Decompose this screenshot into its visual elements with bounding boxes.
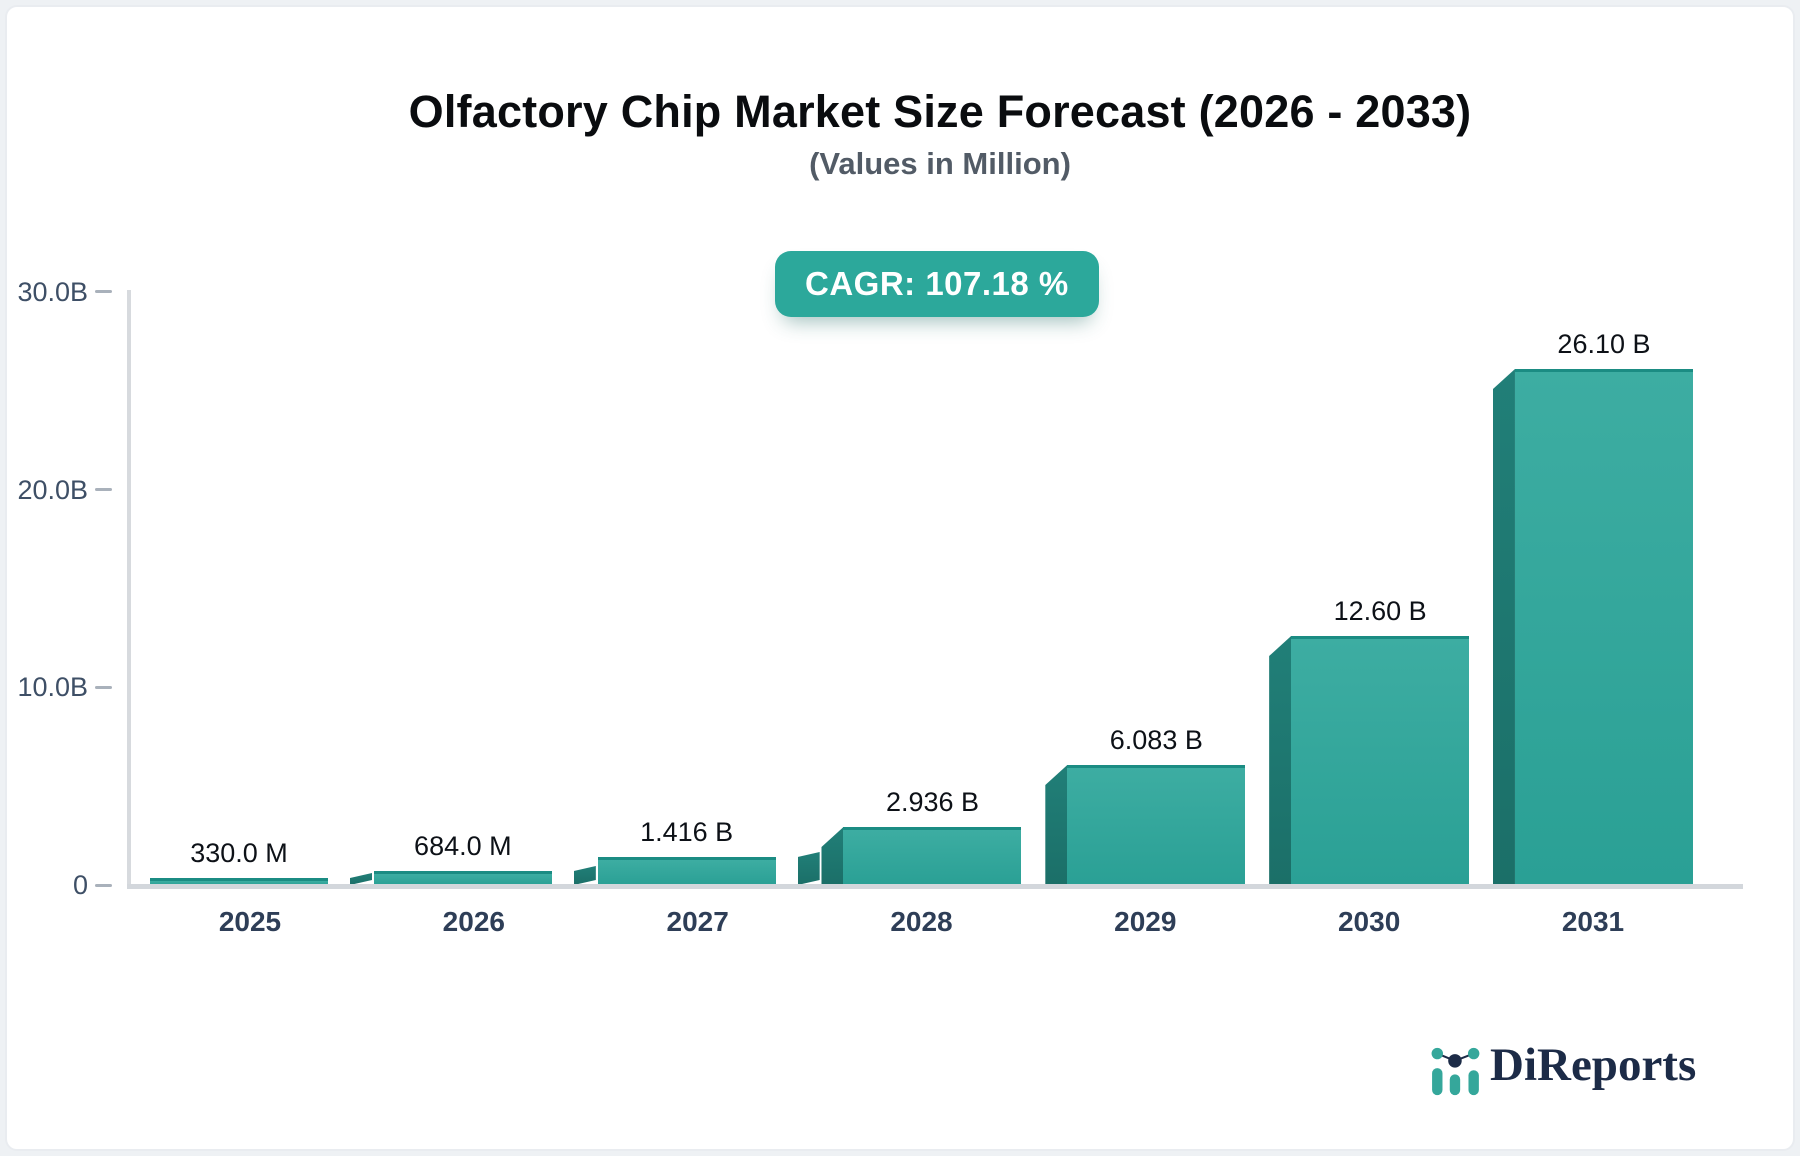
bar-value-label-2025: 330.0 M — [190, 838, 288, 868]
bar-value-label-2027: 1.416 B — [640, 817, 734, 847]
x-tick-label-2026: 2026 — [442, 906, 505, 937]
chart-title: Olfactory Chip Market Size Forecast (202… — [408, 86, 1472, 137]
y-tick-mark-20.0B — [95, 488, 112, 492]
y-tick-label-20.0B: 20.0B — [17, 474, 88, 505]
x-tick-label-2031: 2031 — [1561, 906, 1625, 937]
y-tick-mark-30.0B — [95, 290, 112, 294]
bar-side-2028 — [821, 827, 844, 885]
bar-value-label-2031: 26.10 B — [1557, 329, 1651, 359]
bar-line-logo-icon — [1431, 1047, 1480, 1096]
x-axis-baseline — [127, 884, 1743, 889]
y-tick-mark-0 — [95, 883, 112, 887]
chart-subtitle: (Values in Million) — [809, 146, 1071, 181]
bar-value-label-2028: 2.936 B — [885, 787, 980, 817]
brand-logo-text: DiReports — [1490, 1039, 1697, 1091]
bar-2029[interactable] — [1067, 765, 1246, 885]
brand-logo: DiReports — [1430, 1034, 1696, 1096]
x-tick-label-2030: 2030 — [1337, 906, 1401, 937]
bar-side-2031 — [1492, 369, 1515, 885]
bar-2025[interactable] — [150, 878, 328, 885]
bar-side-2030 — [1269, 636, 1292, 885]
bar-2031[interactable] — [1514, 369, 1693, 885]
bar-value-label-2029: 6.083 B — [1109, 725, 1203, 755]
bar-2030[interactable] — [1291, 636, 1470, 885]
x-tick-label-2028: 2028 — [890, 906, 953, 937]
y-tick-label-30.0B: 30.0B — [17, 276, 88, 307]
x-tick-label-2027: 2027 — [666, 906, 729, 937]
y-tick-label-10.0B: 10.0B — [17, 672, 88, 703]
bar-2026[interactable] — [373, 871, 552, 885]
bar-side-2027 — [798, 852, 820, 885]
bar-value-label-2026: 684.0 M — [414, 831, 512, 861]
cagr-badge: CAGR: 107.18 % — [775, 251, 1099, 317]
bar-side-2026 — [574, 866, 596, 885]
x-tick-label-2025: 2025 — [218, 906, 282, 937]
bar-2027[interactable] — [597, 857, 776, 885]
bar-value-label-2030: 12.60 B — [1333, 596, 1427, 626]
x-tick-label-2029: 2029 — [1114, 906, 1177, 937]
bar-side-2029 — [1045, 765, 1068, 885]
y-axis-line — [127, 290, 131, 888]
y-tick-label-0: 0 — [72, 870, 88, 900]
y-tick-mark-10.0B — [95, 685, 112, 689]
bar-2028[interactable] — [843, 827, 1022, 885]
